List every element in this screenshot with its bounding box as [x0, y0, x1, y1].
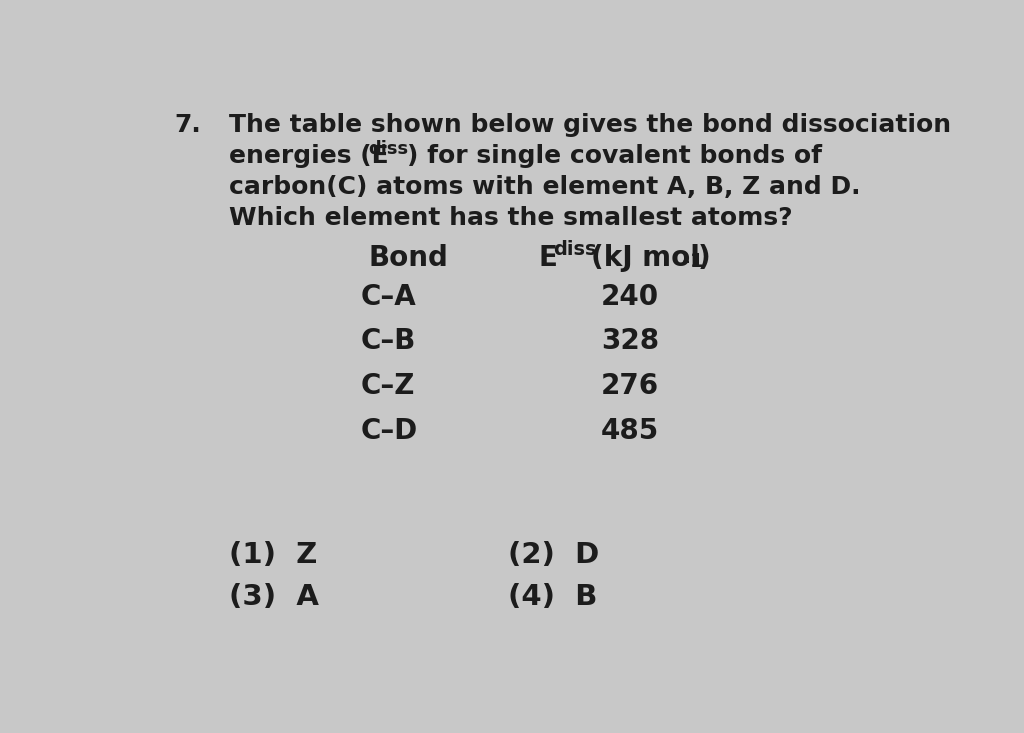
Text: C–B: C–B — [360, 328, 416, 356]
Text: Which element has the smallest atoms?: Which element has the smallest atoms? — [228, 206, 793, 229]
Text: carbon(C) atoms with element A, B, Z and D.: carbon(C) atoms with element A, B, Z and… — [228, 175, 860, 199]
Text: (4)  B: (4) B — [508, 583, 597, 611]
Text: 7.: 7. — [174, 114, 202, 137]
Text: energies (E: energies (E — [228, 144, 388, 168]
Text: C–Z: C–Z — [360, 372, 415, 400]
Text: -1: -1 — [682, 252, 703, 271]
Text: E: E — [539, 244, 558, 272]
Text: C–D: C–D — [360, 417, 418, 445]
Text: Bond: Bond — [369, 244, 449, 272]
Text: 240: 240 — [601, 283, 658, 311]
Text: 276: 276 — [601, 372, 658, 400]
Text: (3)  A: (3) A — [228, 583, 318, 611]
Text: (1)  Z: (1) Z — [228, 541, 317, 569]
Text: C–A: C–A — [360, 283, 416, 311]
Text: ) for single covalent bonds of: ) for single covalent bonds of — [407, 144, 822, 168]
Text: The table shown below gives the bond dissociation: The table shown below gives the bond dis… — [228, 114, 951, 137]
Text: diss: diss — [553, 240, 596, 259]
Text: (kJ mol: (kJ mol — [592, 244, 700, 272]
Text: 328: 328 — [601, 328, 658, 356]
Text: diss: diss — [369, 140, 409, 158]
Text: 485: 485 — [601, 417, 659, 445]
Text: ): ) — [697, 244, 711, 272]
Text: (2)  D: (2) D — [508, 541, 599, 569]
